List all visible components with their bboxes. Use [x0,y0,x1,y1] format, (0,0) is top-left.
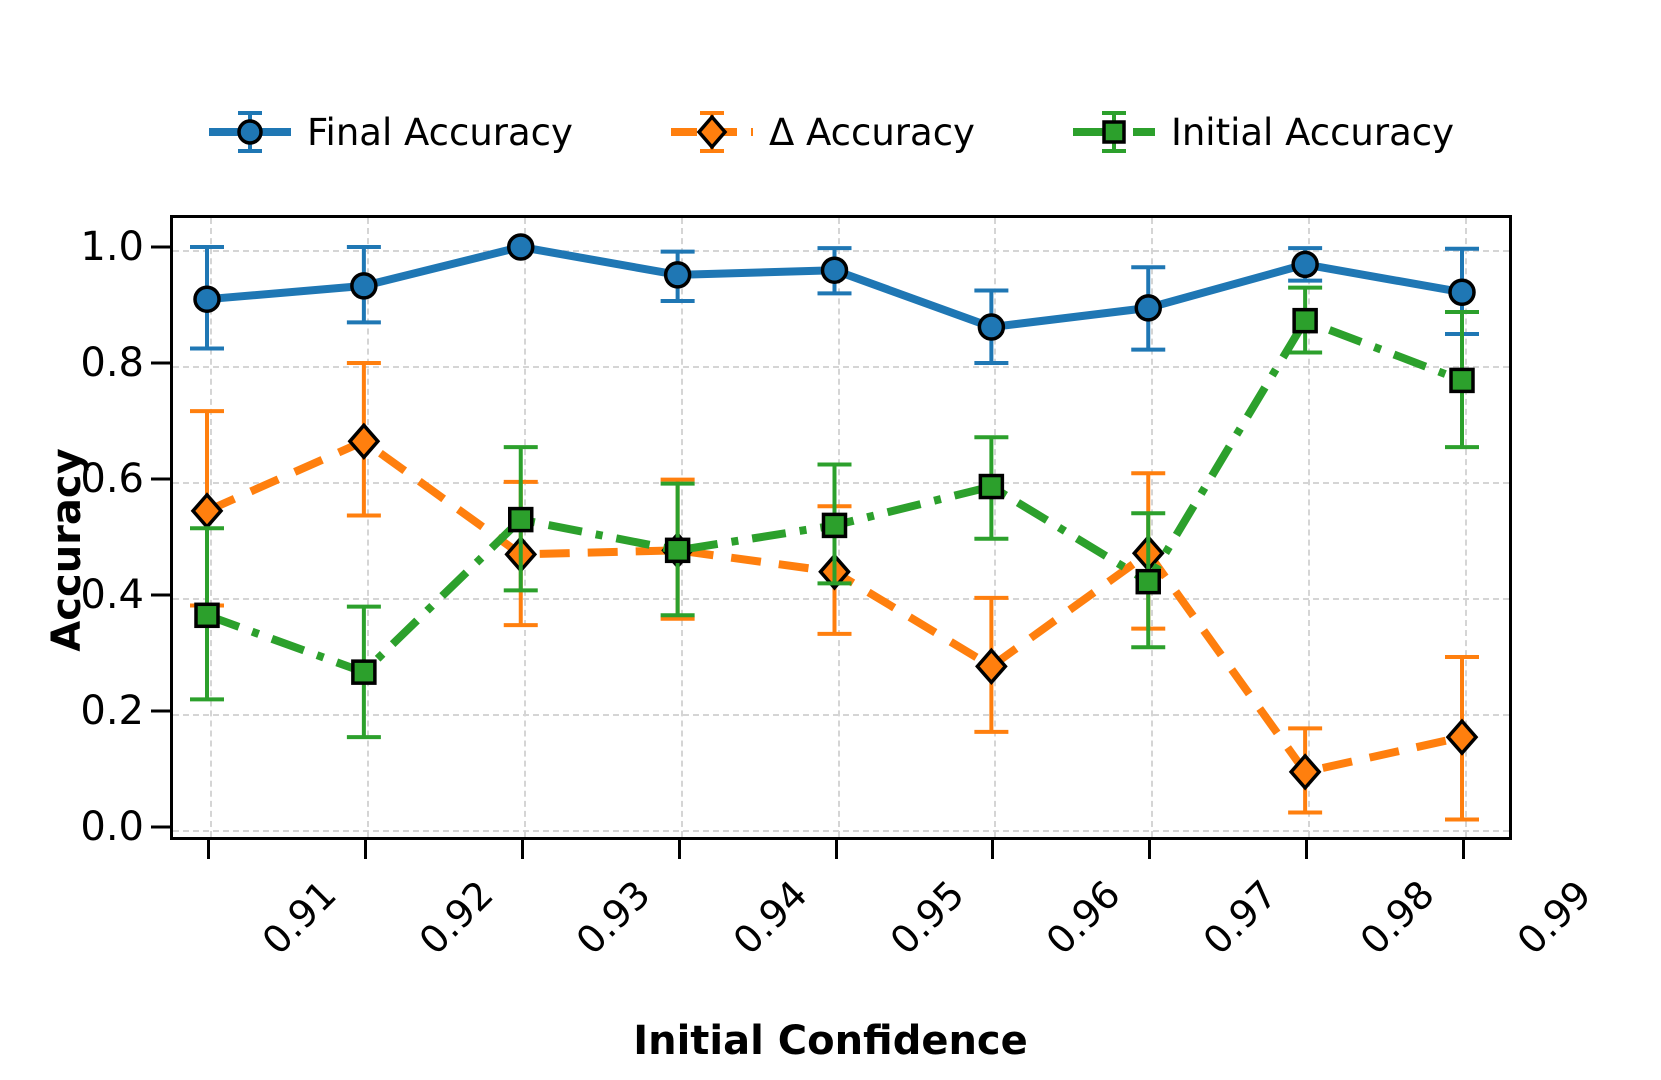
x-axis-tick-mark [1462,840,1465,859]
gridline-vertical [210,218,212,837]
x-axis-tick-label: 0.94 [724,872,816,963]
x-axis-tick-label: 0.99 [1508,872,1600,963]
x-axis-tick-label: 0.97 [1195,872,1286,963]
legend-item-final-accuracy[interactable]: Final Accuracy [207,108,573,156]
legend-marker [696,114,728,150]
plot-axes-area [170,215,1512,840]
y-axis-tick-mark [151,477,170,481]
y-axis-tick-label: 0.0 [80,804,144,850]
x-axis-tick-mark [991,840,995,859]
gridline-horizontal [173,830,1509,832]
y-axis-tick-label: 0.2 [80,688,144,734]
gridline-vertical [1308,218,1311,837]
legend-item-initial-accuracy[interactable]: Initial Accuracy [1071,108,1454,156]
y-axis-tick-mark [151,825,170,829]
legend-sample-icon [670,111,753,153]
y-axis-title: Accuracy [44,448,90,652]
x-axis-tick-label: 0.92 [410,872,502,963]
legend-swatch [669,108,755,156]
x-axis-tick-mark [834,840,838,859]
legend-item-label: Initial Accuracy [1170,110,1455,154]
y-axis-tick-mark [151,245,170,249]
gridline-vertical [680,218,683,837]
x-axis-tick-label: 0.95 [881,872,973,963]
x-axis-tick-label: 0.93 [567,872,659,963]
legend-item-accuracy[interactable]: Δ Accuracy [669,108,975,156]
x-axis-title: Initial Confidence [633,1018,1028,1064]
legend-item-label: Final Accuracy [306,110,573,154]
gridline-vertical [1151,218,1154,837]
legend-item-label: Δ Accuracy [768,110,975,154]
y-axis-tick-mark [151,593,170,597]
legend-marker [1102,120,1126,144]
legend-swatch [1071,108,1157,156]
x-axis-tick-label: 0.98 [1351,872,1443,963]
plot-inner [173,218,1509,837]
gridline-vertical [837,218,840,837]
x-axis-tick-label: 0.96 [1038,872,1130,963]
gridline-vertical [994,218,997,837]
legend-sample-icon [208,111,291,153]
y-axis-tick-mark [151,709,170,713]
x-axis-tick-mark [1305,840,1309,859]
y-axis-tick-label: 0.8 [80,340,144,386]
legend-marker [237,119,263,145]
x-axis-tick-mark [207,840,210,859]
y-axis-tick-label: 0.6 [80,456,144,502]
x-axis-tick-mark [520,840,524,859]
gridline-vertical [366,218,369,837]
gridline-vertical [523,218,526,837]
legend-swatch [207,108,293,156]
x-axis-tick-label: 0.91 [253,872,345,963]
x-axis-tick-mark [677,840,681,859]
legend-sample-icon [1072,111,1155,153]
y-axis-tick-label: 0.4 [80,572,144,618]
gridline-vertical [1465,218,1467,837]
x-axis-tick-mark [363,840,367,859]
chart-legend: Final Accuracy Δ Accuracy Initial Accuracy [0,96,1661,168]
x-axis-tick-mark [1148,840,1152,859]
y-axis-tick-mark [151,361,170,365]
y-axis-tick-label: 1.0 [80,224,144,270]
